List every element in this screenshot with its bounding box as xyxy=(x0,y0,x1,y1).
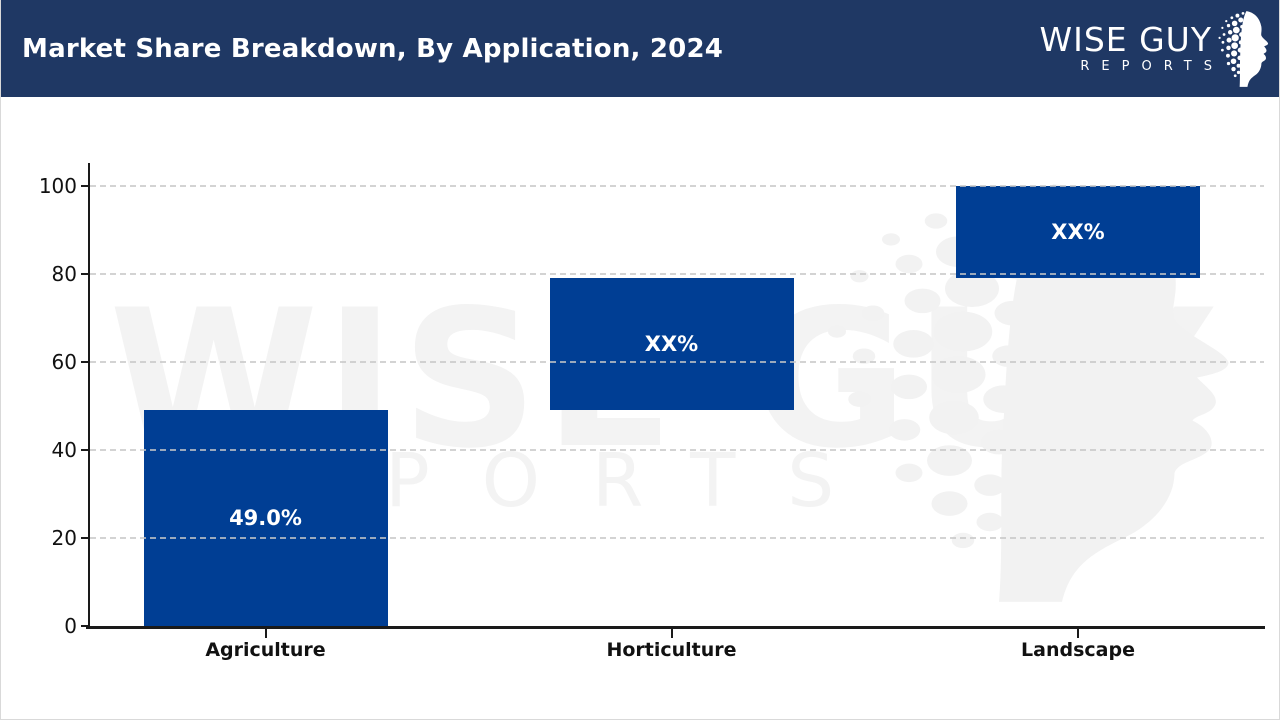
bar-value-label: XX% xyxy=(644,332,699,357)
y-tick-label: 20 xyxy=(51,526,77,550)
wiseguy-face-icon xyxy=(1218,10,1269,87)
gridline xyxy=(90,361,1264,363)
bar-value-label: 49.0% xyxy=(229,506,302,531)
x-tick-mark xyxy=(1077,629,1079,638)
chart-title: Market Share Breakdown, By Application, … xyxy=(22,33,724,64)
gridline xyxy=(90,185,1264,187)
y-tick-label: 0 xyxy=(64,614,77,638)
y-tick-mark xyxy=(81,273,90,275)
y-tick-mark xyxy=(81,449,90,451)
x-axis-label-agriculture: Agriculture xyxy=(205,639,326,661)
bar-agriculture xyxy=(143,410,388,626)
x-axis-label-horticulture: Horticulture xyxy=(606,639,737,661)
y-tick-label: 80 xyxy=(51,262,77,286)
y-axis-spine xyxy=(88,163,90,629)
bar-value-label: XX% xyxy=(1051,220,1105,245)
gridline xyxy=(90,449,1264,451)
bar-horticulture xyxy=(549,278,794,411)
gridline xyxy=(90,537,1264,539)
wiseguy-logo: WISE GUY REPORTS xyxy=(1039,10,1279,88)
x-axis-spine xyxy=(86,626,1265,629)
logo-text: WISE GUY REPORTS xyxy=(1039,19,1212,74)
logo-subtext: REPORTS xyxy=(1080,59,1224,75)
y-tick-mark xyxy=(81,185,90,187)
gridline xyxy=(90,273,1264,275)
y-tick-mark xyxy=(81,537,90,539)
x-tick-mark xyxy=(670,629,673,638)
x-tick-mark xyxy=(264,629,267,638)
y-tick-label: 60 xyxy=(51,350,77,374)
y-tick-mark xyxy=(81,361,90,363)
x-axis-label-landscape: Landscape xyxy=(1021,639,1135,661)
logo-wordmark: WISE GUY xyxy=(1039,19,1212,59)
y-tick-mark xyxy=(81,625,90,627)
y-tick-label: 100 xyxy=(38,174,77,198)
y-tick-label: 40 xyxy=(51,438,77,462)
header-bar: Market Share Breakdown, By Application, … xyxy=(1,0,1279,97)
